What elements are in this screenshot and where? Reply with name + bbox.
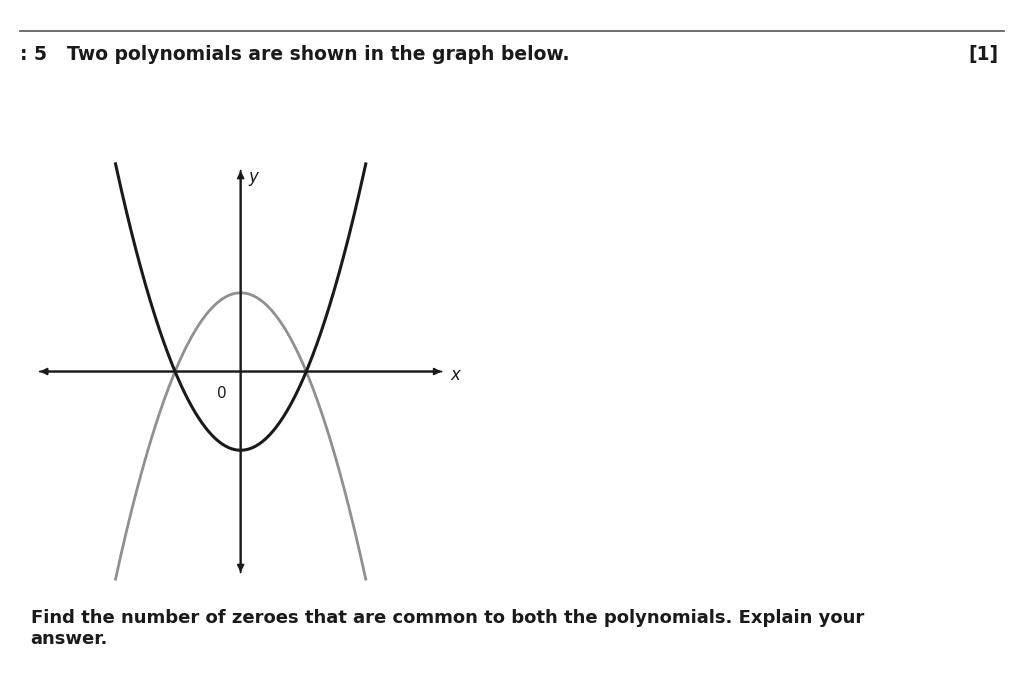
Text: : 5: : 5 xyxy=(20,45,47,64)
Text: y: y xyxy=(249,168,258,186)
Text: Two polynomials are shown in the graph below.: Two polynomials are shown in the graph b… xyxy=(67,45,569,64)
Text: Find the number of zeroes that are common to both the polynomials. Explain your
: Find the number of zeroes that are commo… xyxy=(31,609,864,647)
Text: x: x xyxy=(451,366,461,384)
Text: [1]: [1] xyxy=(969,45,998,64)
Text: 0: 0 xyxy=(217,386,226,401)
